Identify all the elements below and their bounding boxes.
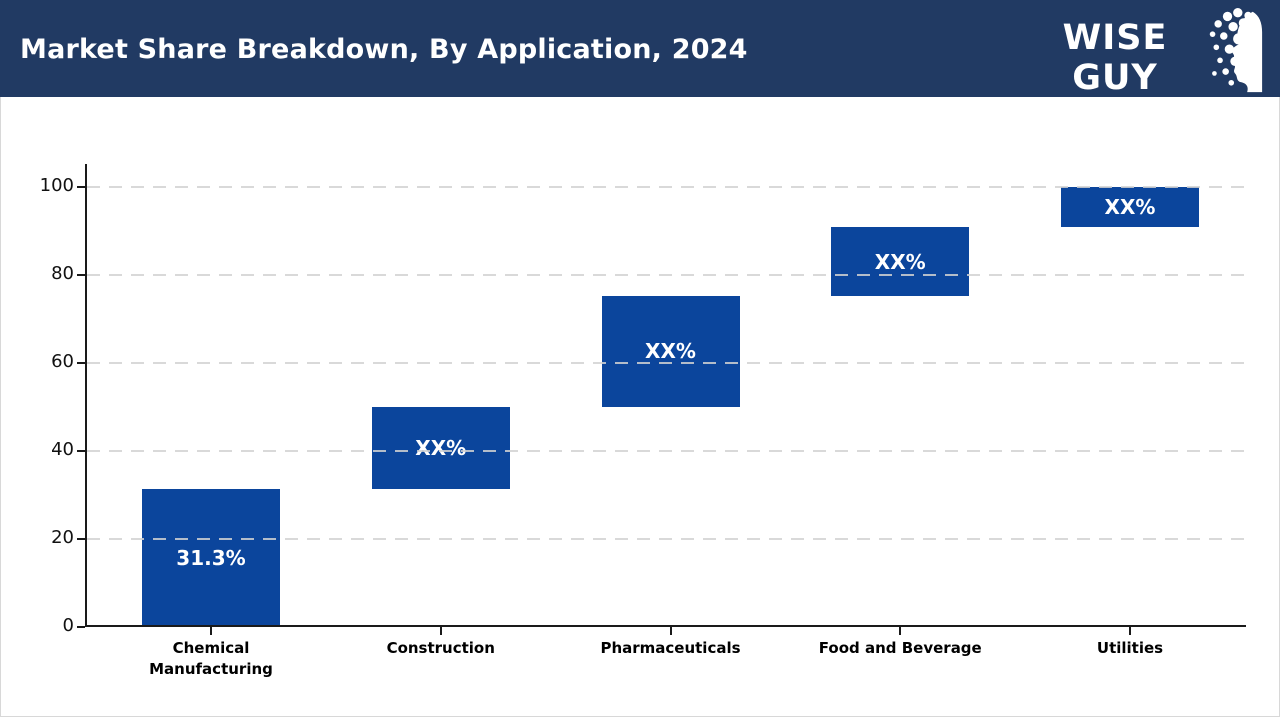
bar: 31.3% [142, 489, 280, 627]
y-tick-label: 40 [51, 439, 74, 460]
y-tick-label: 80 [51, 263, 74, 284]
bar: XX% [371, 406, 510, 490]
brand-face-icon [1209, 8, 1263, 93]
gridline [87, 186, 1245, 188]
y-tick-mark [77, 186, 85, 188]
gridline [87, 450, 1245, 452]
header-bar: Market Share Breakdown, By Application, … [0, 0, 1280, 114]
y-tick-label: 60 [51, 351, 74, 372]
gridline [87, 362, 1245, 364]
x-axis-line [85, 625, 1246, 627]
y-axis-line [85, 164, 87, 627]
brand-logo: WISE GUY REPORTS [1026, 4, 1266, 114]
bar-value-label: XX% [874, 249, 926, 274]
x-tick-mark [899, 627, 902, 635]
bar-value-label: 31.3% [176, 546, 246, 571]
x-tick-mark [210, 627, 212, 635]
y-tick-mark [77, 538, 85, 540]
bar-value-label: XX% [645, 339, 696, 364]
bar: XX% [601, 296, 740, 407]
x-category-label: Utilities [1096, 639, 1164, 657]
bar-value-label: XX% [415, 435, 467, 460]
y-tick-label: 100 [39, 175, 74, 196]
page-title: Market Share Breakdown, By Application, … [20, 34, 748, 65]
x-tick-mark [669, 627, 672, 635]
y-tick-mark [77, 450, 85, 452]
gridline [87, 538, 1245, 540]
bar-value-label: XX% [1104, 195, 1156, 220]
x-tick-mark [1129, 627, 1131, 635]
y-tick-mark [77, 626, 85, 628]
x-category-label: Chemical Manufacturing [149, 639, 273, 678]
y-tick-label: 20 [51, 527, 74, 548]
bar: XX% [831, 227, 970, 297]
brand-name: WISE GUY [1062, 18, 1168, 98]
y-tick-mark [77, 362, 85, 364]
y-tick-mark [77, 274, 85, 276]
gridline [87, 274, 1245, 276]
x-category-label: Construction [386, 639, 495, 657]
x-tick-mark [439, 627, 442, 635]
y-tick-label: 0 [62, 615, 74, 636]
x-category-label: Pharmaceuticals [600, 639, 741, 657]
x-category-label: Food and Beverage [818, 639, 982, 657]
bar: XX% [1061, 187, 1199, 228]
